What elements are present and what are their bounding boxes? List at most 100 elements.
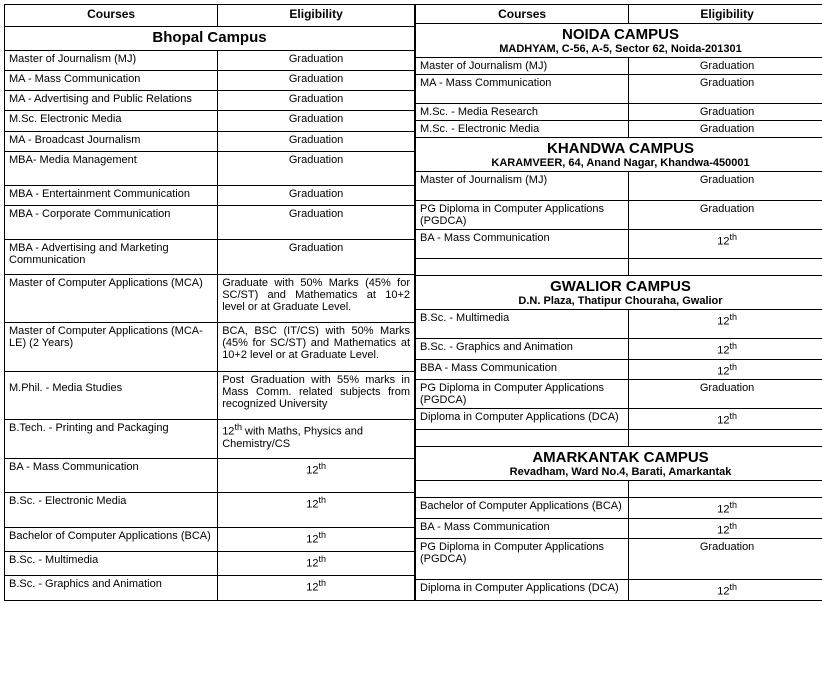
eligibility-cell: 12th — [218, 527, 415, 551]
eligibility-cell: Post Graduation with 55% marks in Mass C… — [218, 371, 415, 420]
eligibility-cell: BCA, BSC (IT/CS) with 50% Marks (45% for… — [218, 323, 415, 372]
course-cell: Master of Journalism (MJ) — [5, 51, 218, 71]
course-cell: Bachelor of Computer Applications (BCA) — [416, 497, 629, 518]
header-eligibility: Eligibility — [218, 5, 415, 27]
campus-address: D.N. Plaza, Thatipur Chouraha, Gwalior — [416, 295, 822, 310]
table-row: BA - Mass Communication12th — [5, 458, 415, 492]
eligibility-cell: 12th — [629, 230, 822, 259]
table-row: BA - Mass Communication12th — [416, 518, 822, 539]
table-row: Master of Journalism (MJ)Graduation — [5, 51, 415, 71]
header-eligibility: Eligibility — [629, 5, 822, 24]
course-cell: B.Sc. - Graphics and Animation — [416, 339, 629, 360]
course-cell: M.Sc. Electronic Media — [5, 111, 218, 131]
course-cell: Diploma in Computer Applications (DCA) — [416, 580, 629, 601]
table-row: BBA - Mass Communication12th — [416, 359, 822, 380]
table-row: Bachelor of Computer Applications (BCA)1… — [416, 497, 822, 518]
course-cell: Master of Journalism (MJ) — [416, 58, 629, 75]
course-cell: PG Diploma in Computer Applications (PGD… — [416, 201, 629, 230]
table-row: B.Sc. - Electronic Media12th — [5, 493, 415, 527]
table-row: MBA - Advertising and Marketing Communic… — [5, 240, 415, 274]
eligibility-cell: 12th — [629, 310, 822, 339]
eligibility-cell: Graduation — [629, 539, 822, 580]
eligibility-cell: Graduation — [629, 201, 822, 230]
table-row: Master of Journalism (MJ)Graduation — [416, 58, 822, 75]
course-cell: M.Sc. - Electronic Media — [416, 121, 629, 138]
eligibility-cell: 12th — [218, 493, 415, 527]
table-row: Diploma in Computer Applications (DCA)12… — [416, 409, 822, 430]
header-courses: Courses — [5, 5, 218, 27]
spacer-row — [416, 259, 822, 276]
eligibility-cell: Graduate with 50% Marks (45% for SC/ST) … — [218, 274, 415, 323]
table-row: M.Sc. - Electronic MediaGraduation — [416, 121, 822, 138]
eligibility-cell: 12th — [629, 359, 822, 380]
eligibility-cell: Graduation — [218, 240, 415, 274]
course-cell: Master of Computer Applications (MCA-LE)… — [5, 323, 218, 372]
eligibility-cell: 12th — [218, 458, 415, 492]
eligibility-cell: Graduation — [629, 121, 822, 138]
table-row: PG Diploma in Computer Applications (PGD… — [416, 380, 822, 409]
course-cell: B.Sc. - Graphics and Animation — [5, 576, 218, 601]
eligibility-cell: Graduation — [218, 71, 415, 91]
header-row: Courses Eligibility — [5, 5, 415, 27]
page-wrap: Courses Eligibility Bhopal Campus Master… — [4, 4, 822, 601]
table-row: M.Sc. - Media ResearchGraduation — [416, 104, 822, 121]
eligibility-cell: Graduation — [629, 172, 822, 201]
table-row: MBA - Entertainment CommunicationGraduat… — [5, 186, 415, 206]
table-row: B.Sc. - Graphics and Animation12th — [5, 576, 415, 601]
campus-header: AMARKANTAK CAMPUS — [416, 446, 822, 466]
table-row: MA - Broadcast JournalismGraduation — [5, 131, 415, 151]
course-cell: MBA- Media Management — [5, 151, 218, 185]
eligibility-cell: 12th with Maths, Physics and Chemistry/C… — [218, 420, 415, 459]
course-cell: B.Tech. - Printing and Packaging — [5, 420, 218, 459]
course-cell: MBA - Entertainment Communication — [5, 186, 218, 206]
course-cell: Bachelor of Computer Applications (BCA) — [5, 527, 218, 551]
table-row: M.Phil. - Media StudiesPost Graduation w… — [5, 371, 415, 420]
left-table: Courses Eligibility Bhopal Campus Master… — [4, 4, 415, 601]
course-cell: MA - Mass Communication — [416, 75, 629, 104]
eligibility-cell: Graduation — [629, 380, 822, 409]
table-row: Master of Computer Applications (MCA-LE)… — [5, 323, 415, 372]
table-row: Bachelor of Computer Applications (BCA)1… — [5, 527, 415, 551]
course-cell: BBA - Mass Communication — [416, 359, 629, 380]
table-row: MBA- Media ManagementGraduation — [5, 151, 415, 185]
eligibility-cell: Graduation — [218, 186, 415, 206]
eligibility-cell: Graduation — [629, 75, 822, 104]
table-row: Diploma in Computer Applications (DCA)12… — [416, 580, 822, 601]
campus-header: KHANDWA CAMPUS — [416, 138, 822, 158]
campus-address: KARAMVEER, 64, Anand Nagar, Khandwa-4500… — [416, 157, 822, 172]
campus-header: GWALIOR CAMPUS — [416, 276, 822, 296]
course-cell: MA - Broadcast Journalism — [5, 131, 218, 151]
eligibility-cell: Graduation — [218, 131, 415, 151]
table-row: MA - Mass CommunicationGraduation — [5, 71, 415, 91]
eligibility-cell: Graduation — [218, 51, 415, 71]
table-row: B.Sc. - Multimedia12th — [416, 310, 822, 339]
eligibility-cell: Graduation — [629, 58, 822, 75]
eligibility-cell: Graduation — [218, 206, 415, 240]
campus-address: MADHYAM, C-56, A-5, Sector 62, Noida-201… — [416, 43, 822, 58]
campus-header-bhopal: Bhopal Campus — [5, 27, 415, 51]
campus-header: NOIDA CAMPUS — [416, 24, 822, 44]
table-row: B.Tech. - Printing and Packaging12th wit… — [5, 420, 415, 459]
campus-address: Revadham, Ward No.4, Barati, Amarkantak — [416, 466, 822, 481]
table-row: MBA - Corporate CommunicationGraduation — [5, 206, 415, 240]
table-row: Master of Computer Applications (MCA)Gra… — [5, 274, 415, 323]
course-cell: BA - Mass Communication — [416, 518, 629, 539]
course-cell: PG Diploma in Computer Applications (PGD… — [416, 380, 629, 409]
course-cell: Master of Computer Applications (MCA) — [5, 274, 218, 323]
spacer-row — [416, 429, 822, 446]
table-row: M.Sc. Electronic MediaGraduation — [5, 111, 415, 131]
course-cell: Master of Journalism (MJ) — [416, 172, 629, 201]
course-cell: MBA - Advertising and Marketing Communic… — [5, 240, 218, 274]
eligibility-cell: 12th — [629, 580, 822, 601]
table-row: PG Diploma in Computer Applications (PGD… — [416, 539, 822, 580]
eligibility-cell: Graduation — [218, 111, 415, 131]
course-cell: M.Sc. - Media Research — [416, 104, 629, 121]
course-cell: B.Sc. - Electronic Media — [5, 493, 218, 527]
table-row: MA - Advertising and Public RelationsGra… — [5, 91, 415, 111]
table-row: BA - Mass Communication12th — [416, 230, 822, 259]
course-cell: Diploma in Computer Applications (DCA) — [416, 409, 629, 430]
course-cell: MA - Mass Communication — [5, 71, 218, 91]
spacer-row — [416, 480, 822, 497]
course-cell: BA - Mass Communication — [416, 230, 629, 259]
eligibility-cell: Graduation — [629, 104, 822, 121]
